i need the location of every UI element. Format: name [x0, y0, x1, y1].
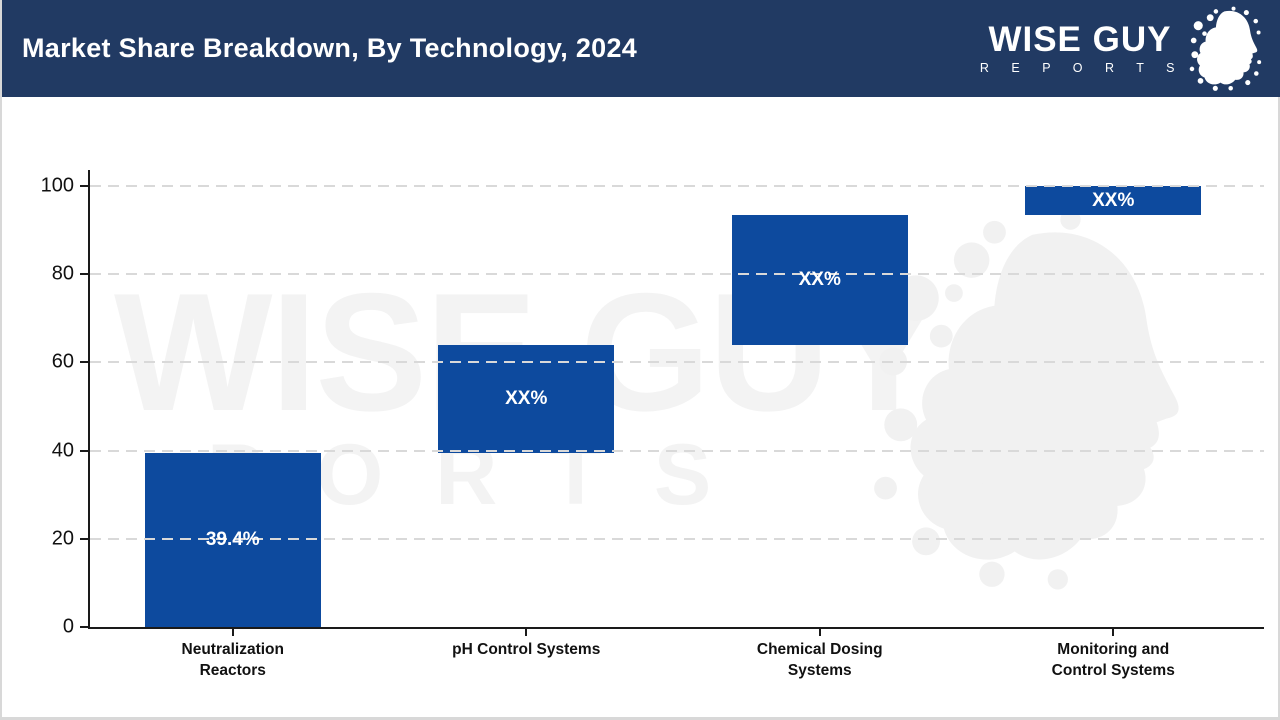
y-tick-label: 80	[51, 262, 74, 285]
header: Market Share Breakdown, By Technology, 2…	[2, 0, 1280, 97]
y-tick-mark	[80, 185, 88, 187]
y-tick-label: 40	[51, 439, 74, 462]
x-tick-mark	[1112, 629, 1115, 636]
gridline	[90, 361, 1264, 364]
x-category-label-line: Systems	[787, 661, 852, 679]
y-tick-label: 100	[40, 174, 74, 197]
bar	[1025, 186, 1202, 216]
x-category-label: Neutralization Reactors	[182, 640, 284, 682]
y-tick-label: 60	[51, 350, 74, 373]
y-axis-line	[88, 170, 90, 629]
brand-subtitle: R E P O R T S	[979, 61, 1184, 76]
x-category-label-line: pH Control Systems	[452, 641, 601, 658]
bar-value-label: XX%	[798, 268, 841, 290]
y-tick-mark	[80, 537, 88, 540]
brand-logo-text: WISE GUY R E P O R T S	[976, 22, 1184, 75]
x-tick-mark	[231, 629, 234, 636]
x-tick-mark	[525, 629, 528, 636]
bar	[144, 453, 321, 627]
gridline	[90, 273, 1264, 276]
bar-value-label: XX%	[1092, 189, 1135, 211]
x-axis-line	[88, 627, 1264, 629]
x-category-label: Monitoring and Control Systems	[1052, 640, 1175, 682]
y-tick-label: 20	[51, 527, 74, 550]
y-tick-mark	[80, 273, 88, 276]
page-title: Market Share Breakdown, By Technology, 2…	[22, 33, 638, 63]
brand-name: WISE GUY	[988, 20, 1172, 60]
x-category-label-line: Chemical Dosing	[756, 641, 883, 658]
bar-value-label: 39.4%	[205, 529, 260, 551]
brand-head-icon	[1189, 6, 1262, 91]
y-tick-label: 0	[62, 615, 74, 638]
x-category-label: pH Control Systems	[452, 640, 600, 661]
x-category-label-line: Control Systems	[1051, 661, 1175, 679]
gridline	[90, 537, 1264, 540]
bar	[731, 215, 908, 345]
x-category-label-line: Monitoring and	[1057, 641, 1170, 658]
x-tick-mark	[818, 629, 821, 636]
gridline	[90, 449, 1264, 452]
x-category-label-line: Reactors	[199, 661, 266, 679]
y-tick-mark	[80, 449, 88, 452]
y-tick-mark	[80, 361, 88, 364]
bar-value-label: XX%	[505, 388, 548, 409]
x-category-label-line: Neutralization	[181, 641, 284, 658]
brand-logo: WISE GUY R E P O R T S	[976, 6, 1262, 92]
y-tick-mark	[80, 626, 88, 628]
gridline	[90, 185, 1264, 187]
x-category-label: Chemical Dosing Systems	[757, 640, 883, 682]
watermark-head-icon	[874, 212, 1179, 590]
